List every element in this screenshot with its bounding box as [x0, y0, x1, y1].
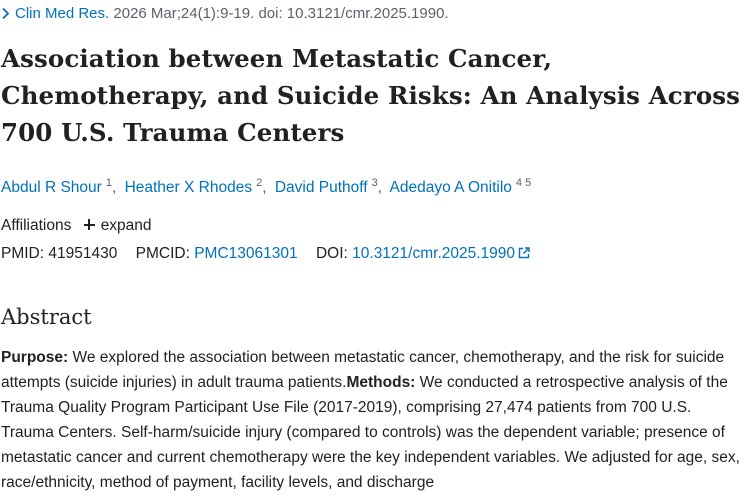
- author-affiliation-ref[interactable]: 2: [256, 177, 263, 189]
- author-link[interactable]: Abdul R Shour: [1, 179, 102, 196]
- purpose-text: We explored the association between meta…: [1, 349, 725, 391]
- doi-label: DOI:: [315, 245, 348, 262]
- methods-label: Methods:: [346, 374, 416, 391]
- author-link[interactable]: David Puthoff: [274, 179, 368, 196]
- article-title: Association between Metastatic Cancer, C…: [1, 44, 741, 147]
- plus-icon: [83, 219, 95, 230]
- journal-link[interactable]: Clin Med Res.: [15, 5, 110, 22]
- external-link-icon[interactable]: [518, 244, 530, 266]
- methods-text: We conducted a retrospective analysis of…: [1, 374, 740, 491]
- author-list: Abdul R Shour 1, Heather X Rhodes 2, David…: [1, 177, 532, 197]
- affiliations-label: Affiliations: [1, 217, 72, 234]
- pmcid-link[interactable]: PMC13061301: [194, 245, 298, 262]
- author-link[interactable]: Adedayo A Onitilo: [389, 179, 512, 196]
- author-affiliation-ref[interactable]: 4 5: [515, 177, 532, 189]
- pmid-value: 41951430: [48, 245, 118, 262]
- abstract-text: Purpose: We explored the association bet…: [1, 345, 746, 495]
- affiliations-expand-button[interactable]: expand: [83, 215, 152, 237]
- author-affiliation-ref[interactable]: 1: [105, 177, 112, 189]
- citation-details: 2026 Mar;24(1):9-19. doi: 10.3121/cmr.20…: [113, 5, 449, 22]
- citation-line: Clin Med Res. 2026 Mar;24(1):9-19. doi: …: [1, 4, 449, 24]
- abstract-heading: Abstract: [1, 305, 92, 329]
- chevron-right-icon[interactable]: [1, 6, 10, 26]
- expand-label: expand: [100, 217, 152, 234]
- pmid-label: PMID:: [1, 245, 45, 262]
- purpose-label: Purpose:: [1, 349, 69, 366]
- doi-link[interactable]: 10.3121/cmr.2025.1990: [352, 245, 516, 262]
- author-link[interactable]: Heather X Rhodes: [124, 179, 253, 196]
- affiliations-row: Affiliations expand: [1, 215, 152, 237]
- identifiers-row: PMID: 41951430 PMCID: PMC13061301 DOI: 1…: [1, 243, 530, 266]
- pmcid-label: PMCID:: [135, 245, 190, 262]
- author-affiliation-ref[interactable]: 3: [371, 177, 378, 189]
